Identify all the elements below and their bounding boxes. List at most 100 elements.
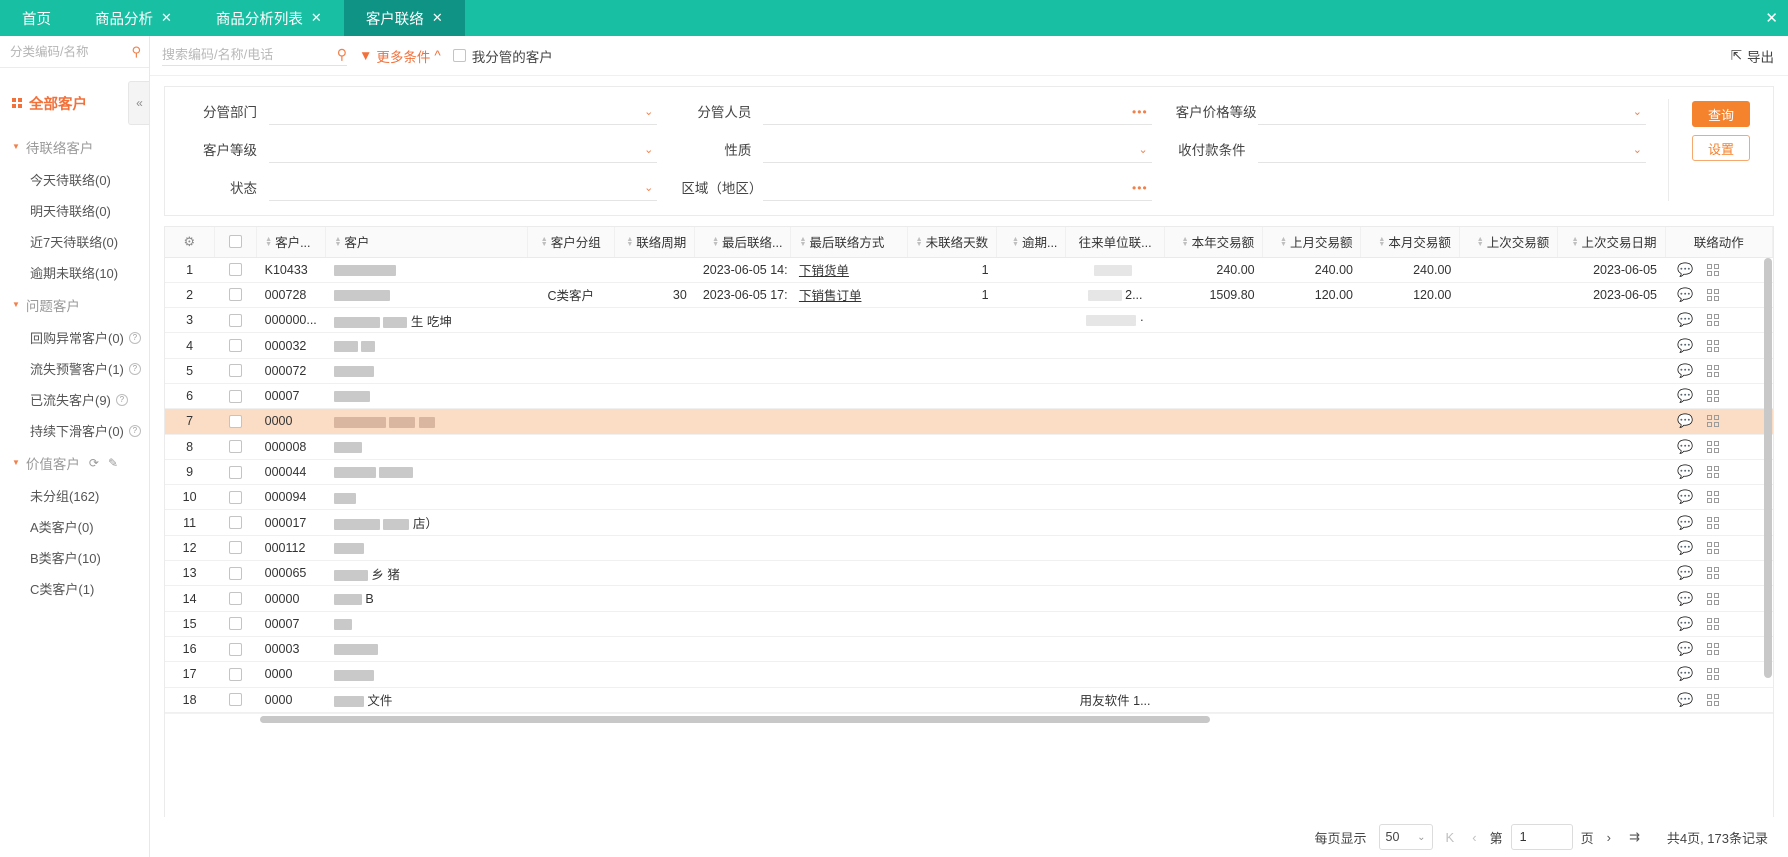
filter-field-status[interactable]: 状态 ⌄ — [175, 175, 669, 201]
payment-terms-select[interactable]: ⌄ — [1257, 137, 1646, 163]
sort-icon[interactable]: ▲ ▼ — [915, 235, 923, 248]
qrcode-icon[interactable] — [1707, 668, 1720, 681]
table-header-name[interactable]: ▲ ▼ 客户 — [325, 227, 528, 258]
status-select[interactable]: ⌄ — [269, 175, 658, 201]
sidebar-item-all-customers[interactable]: 全部客户 « — [0, 76, 149, 130]
qrcode-icon[interactable] — [1707, 567, 1720, 580]
table-header-lastday[interactable]: ▲ ▼ 上次交易日期 — [1557, 227, 1666, 258]
chat-icon[interactable]: 💬 — [1677, 590, 1694, 606]
sidebar-item-7days-pending[interactable]: 近7天待联络(0) — [0, 226, 149, 257]
filter-field-department[interactable]: 分管部门 ⌄ — [175, 99, 669, 125]
table-vertical-scrollbar[interactable] — [1764, 258, 1772, 807]
table-header-yearamt[interactable]: ▲ ▼ 本年交易额 — [1164, 227, 1264, 258]
sort-icon[interactable]: ▲ ▼ — [1181, 235, 1189, 248]
table-row[interactable]: 1 K10433 2023-06-05 14: 下销货单 1 240.00 240.00… — [165, 257, 1773, 283]
row-checkbox[interactable] — [228, 263, 242, 277]
row-checkbox[interactable] — [228, 339, 242, 353]
table-row[interactable]: 11 000017 店） 💬 — [165, 509, 1773, 536]
table-header-nocontact[interactable]: ▲ ▼ 未联络天数 — [907, 227, 998, 258]
chat-icon[interactable]: 💬 — [1677, 514, 1694, 530]
search-input[interactable] — [162, 46, 337, 62]
row-checkbox[interactable] — [228, 490, 242, 504]
customer-level-select[interactable]: ⌄ — [269, 137, 658, 163]
scrollbar-thumb[interactable] — [1764, 258, 1772, 678]
qrcode-icon[interactable] — [1707, 339, 1720, 352]
sidebar-item-class-c[interactable]: C类客户(1) — [0, 573, 149, 604]
table-row[interactable]: 14 00000 B 💬 — [165, 585, 1773, 612]
sort-icon[interactable]: ▲ ▼ — [334, 235, 342, 248]
sort-icon[interactable]: ▲ ▼ — [265, 235, 273, 248]
table-row[interactable]: 3 000000... 生 吃坤 · 💬 — [165, 307, 1773, 334]
chat-icon[interactable]: 💬 — [1677, 464, 1694, 480]
table-row[interactable]: 12 000112 💬 — [165, 535, 1773, 562]
qrcode-icon[interactable] — [1707, 491, 1720, 504]
row-checkbox[interactable] — [228, 389, 242, 403]
table-row[interactable]: 2 000728 C类客户 30 2023-06-05 17: 下销售订单 1 2... 1… — [165, 282, 1773, 309]
search-icon[interactable]: ⚲ — [131, 43, 141, 59]
sidebar-group-problem-customers[interactable]: ▼ 问题客户 — [0, 288, 149, 322]
chat-icon[interactable]: 💬 — [1677, 362, 1694, 378]
refresh-icon[interactable]: ⟳ — [88, 456, 99, 470]
qrcode-icon[interactable] — [1707, 440, 1720, 453]
table-header-lastdate[interactable]: ▲ ▼ 最后联络... — [694, 227, 792, 258]
help-icon[interactable]: ? — [128, 424, 141, 437]
first-page-button[interactable]: K — [1445, 829, 1455, 845]
qrcode-icon[interactable] — [1707, 592, 1720, 605]
nature-select[interactable]: ⌄ — [763, 137, 1152, 163]
table-horizontal-scrollbar[interactable] — [165, 712, 1773, 723]
tab-close-icon[interactable]: ✕ — [431, 10, 443, 25]
sort-icon[interactable]: ▲ ▼ — [626, 235, 634, 248]
category-search-input[interactable] — [10, 44, 128, 59]
sidebar-item-declining[interactable]: 持续下滑客户(0) ? — [0, 415, 149, 446]
query-button[interactable]: 查询 — [1692, 101, 1750, 127]
table-header-lastamt[interactable]: ▲ ▼ 上次交易额 — [1459, 227, 1559, 258]
table-row[interactable]: 18 0000 文件 用友软件 1... 💬 — [165, 687, 1773, 713]
sort-icon[interactable]: ▲ ▼ — [712, 235, 720, 248]
sidebar-item-tomorrow-pending[interactable]: 明天待联络(0) — [0, 195, 149, 226]
table-row[interactable]: 8 000008 💬 — [165, 434, 1773, 460]
sidebar-item-class-b[interactable]: B类客户(10) — [0, 542, 149, 573]
sidebar-item-overdue-uncontacted[interactable]: 逾期未联络(10) — [0, 257, 149, 288]
more-conditions-button[interactable]: ▼ 更多条件 ^ — [359, 46, 441, 66]
tab-close-icon[interactable]: ✕ — [161, 10, 172, 25]
table-row[interactable]: 10 000094 💬 — [165, 484, 1773, 511]
row-checkbox[interactable] — [228, 617, 242, 631]
qrcode-icon[interactable] — [1707, 390, 1720, 403]
chat-icon[interactable]: 💬 — [1677, 438, 1694, 454]
chat-icon[interactable]: 💬 — [1677, 641, 1694, 657]
sidebar-item-class-a[interactable]: A类客户(0) — [0, 511, 149, 542]
row-checkbox[interactable] — [228, 440, 242, 454]
table-row[interactable]: 16 00003 💬 — [165, 636, 1773, 663]
chat-icon[interactable]: 💬 — [1677, 286, 1694, 302]
contact-action-link[interactable]: 下销售订单 — [798, 289, 862, 304]
help-icon[interactable]: ? — [128, 331, 141, 344]
sidebar-item-ungrouped[interactable]: 未分组(162) — [0, 480, 149, 511]
table-row[interactable]: 15 00007 💬 — [165, 611, 1773, 637]
tab-product-analysis-list[interactable]: 商品分析列表 ✕ — [194, 0, 344, 36]
table-header-code[interactable]: ▲ ▼ 客户... — [256, 227, 327, 258]
qrcode-icon[interactable] — [1707, 415, 1720, 428]
row-checkbox[interactable] — [228, 693, 242, 707]
table-header-overdue[interactable]: ▲ ▼ 逾期... — [996, 227, 1067, 258]
table-header-lastmonth[interactable]: ▲ ▼ 上月交易额 — [1262, 227, 1362, 258]
contact-action-link[interactable]: 下销货单 — [798, 264, 849, 279]
row-checkbox[interactable] — [228, 541, 242, 555]
chat-icon[interactable]: 💬 — [1677, 666, 1694, 682]
filter-field-payment-terms[interactable]: 收付款条件 ⌄ — [1164, 137, 1658, 163]
owner-select[interactable]: ••• — [763, 99, 1152, 125]
sidebar-item-churn-warning[interactable]: 流失预警客户(1) ? — [0, 353, 149, 384]
table-header-cycle[interactable]: ▲ ▼ 联络周期 — [614, 227, 696, 258]
row-checkbox[interactable] — [228, 313, 242, 327]
my-customers-checkbox[interactable]: 我分管的客户 — [452, 46, 553, 66]
sidebar-group-value-customers[interactable]: ▼ 价值客户 ⟳ ✎ — [0, 446, 149, 480]
filter-field-customer-level[interactable]: 客户等级 ⌄ — [175, 137, 669, 163]
chat-icon[interactable]: 💬 — [1677, 312, 1694, 328]
table-row[interactable]: 13 000065 乡 猪 💬 — [165, 560, 1773, 587]
sort-icon[interactable]: ▲ ▼ — [799, 235, 807, 248]
settings-button[interactable]: 设置 — [1692, 135, 1750, 161]
checkbox-box[interactable] — [452, 49, 466, 62]
export-button[interactable]: ⇱ 导出 — [1731, 46, 1774, 66]
chat-icon[interactable]: 💬 — [1677, 261, 1694, 277]
sidebar-search[interactable]: ⚲ — [0, 36, 149, 68]
table-row[interactable]: 7 0000 💬 — [165, 408, 1773, 435]
